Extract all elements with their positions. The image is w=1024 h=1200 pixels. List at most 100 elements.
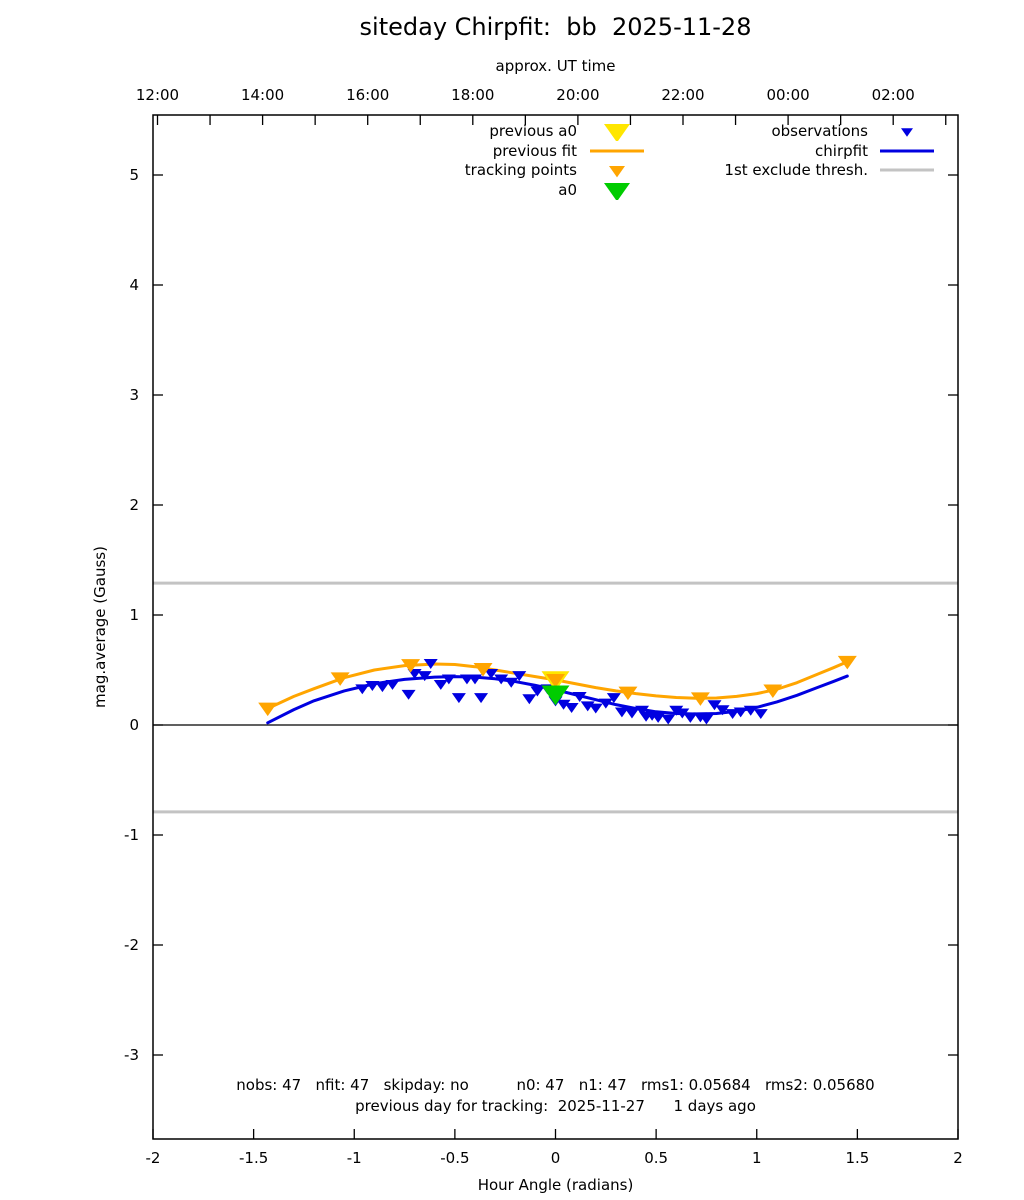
series-observations-marker: [572, 692, 587, 702]
series-tracking-points-marker: [473, 663, 493, 677]
legend-line-swatch: [880, 168, 934, 172]
ut-axis-tick-label: 00:00: [766, 86, 809, 104]
legend-label: a0: [558, 181, 577, 199]
series-observations-marker: [417, 671, 432, 682]
x-axis-tick-label: 2: [953, 1149, 963, 1167]
x-axis-tick-label: -0.5: [440, 1149, 469, 1167]
series-observations-marker: [468, 674, 482, 685]
series-observations-marker: [530, 686, 545, 697]
series-observations-marker: [423, 659, 438, 669]
series-observations-marker: [504, 677, 519, 688]
legend-item-tracking-points: tracking points: [0, 160, 1024, 180]
ut-axis-tick-label: 02:00: [872, 86, 915, 104]
series-observations-marker: [753, 709, 768, 720]
x-axis-tick-label: 0.5: [644, 1149, 668, 1167]
legend-item-observations: observations: [0, 121, 1024, 141]
legend-label: observations: [771, 122, 868, 140]
series-previous-fit: [266, 660, 849, 710]
series-observations-marker: [699, 714, 714, 725]
series-observations-marker: [474, 693, 489, 704]
ut-axis-title: approx. UT time: [495, 57, 616, 75]
legend-item-chirpfit: chirpfit: [0, 141, 1024, 161]
legend-item-previous-fit: previous fit: [0, 141, 1024, 161]
legend-item-previous-a0: previous a0: [0, 121, 1024, 141]
series-tracking-points-marker: [763, 684, 783, 698]
x-axis-tick-label: -1: [347, 1149, 362, 1167]
series-observations-marker: [624, 708, 639, 719]
ut-axis-tick-label: 22:00: [661, 86, 704, 104]
y-axis-tick-label: 1: [129, 606, 139, 624]
chart-title: siteday Chirpfit: bb 2025-11-28: [359, 13, 752, 41]
series-observations-marker: [743, 705, 758, 716]
series-observations-marker: [355, 684, 370, 695]
series-observations-marker: [707, 700, 722, 711]
legend-triangle-icon: [901, 128, 913, 137]
series-observations-marker: [564, 703, 579, 713]
series-observations-marker: [512, 671, 527, 682]
series-observations-marker: [441, 674, 456, 685]
series-observations-marker: [401, 689, 416, 700]
series-tracking-points-marker: [837, 655, 857, 670]
plot-border: [152, 114, 959, 1140]
series-observations-marker: [715, 705, 730, 716]
series-tracking-points-marker: [330, 672, 350, 686]
legend-label: tracking points: [464, 161, 577, 179]
series-observations-marker: [598, 698, 613, 709]
x-axis-title: Hour Angle (radians): [477, 1176, 634, 1194]
ut-axis-tick-label: 12:00: [136, 86, 179, 104]
series-observations-marker: [669, 705, 684, 716]
x-axis-tick-label: -2: [146, 1149, 161, 1167]
x-axis-tick-label: 0: [551, 1149, 561, 1167]
series-observations-marker: [522, 694, 537, 705]
legend-line-swatch: [590, 149, 644, 153]
legend-item-1st-exclude-thresh: 1st exclude thresh.: [0, 160, 1024, 180]
legend-triangle-icon: [609, 166, 625, 178]
series-tracking-points-marker: [258, 702, 278, 717]
y-axis-tick-label: 4: [129, 276, 139, 294]
series-observations-marker: [451, 693, 466, 704]
y-axis-tick-label: -3: [124, 1046, 139, 1064]
y-axis-tick-label: 0: [129, 716, 139, 734]
legend-triangle-icon: [604, 182, 630, 200]
series-observations-marker: [635, 705, 650, 716]
legend-item-a0: a0: [0, 180, 1024, 200]
series-observations-marker: [614, 707, 629, 718]
series-observations-marker: [661, 714, 676, 725]
y-axis-tick-label: 5: [129, 166, 139, 184]
y-axis-tick-label: 3: [129, 386, 139, 404]
y-axis-tick-label: -1: [124, 826, 139, 844]
legend-label: 1st exclude thresh.: [724, 161, 868, 179]
y-axis-tick-label: -2: [124, 936, 139, 954]
series-observations-marker: [588, 703, 603, 714]
series-tracking-points-marker: [546, 674, 565, 688]
series-tracking-points-marker: [401, 659, 421, 673]
series-tracking-points-marker: [618, 686, 638, 701]
series-observations-marker: [725, 709, 740, 720]
ut-axis-tick-label: 18:00: [451, 86, 494, 104]
legend-label: chirpfit: [815, 142, 868, 160]
x-axis-tick-label: 1.5: [845, 1149, 869, 1167]
legend-line-swatch: [880, 149, 934, 153]
series-a0-marker: [541, 685, 570, 706]
series-observations-marker: [494, 674, 509, 685]
ut-axis-tick-label: 20:00: [556, 86, 599, 104]
series-observations-marker: [365, 681, 380, 691]
ut-axis-tick-label: 14:00: [241, 86, 284, 104]
series-observations-marker: [484, 668, 499, 679]
x-axis-tick-label: 1: [752, 1149, 762, 1167]
series-observations-marker: [385, 679, 400, 690]
legend-label: previous fit: [492, 142, 577, 160]
stats-line-1: nobs: 47 nfit: 47 skipday: no n0: 47 n1:…: [236, 1076, 875, 1094]
x-axis-tick-label: -1.5: [239, 1149, 268, 1167]
series-tracking-points-marker: [690, 692, 710, 706]
series-observations-marker: [556, 699, 571, 710]
series-observations-marker: [375, 682, 390, 693]
legend-triangle-icon: [604, 123, 630, 141]
ut-axis-tick-label: 16:00: [346, 86, 389, 104]
series-observations-marker: [675, 708, 690, 719]
series-observations-marker: [606, 693, 621, 704]
series-observations-marker: [651, 712, 666, 723]
series-observations-marker: [683, 712, 698, 723]
